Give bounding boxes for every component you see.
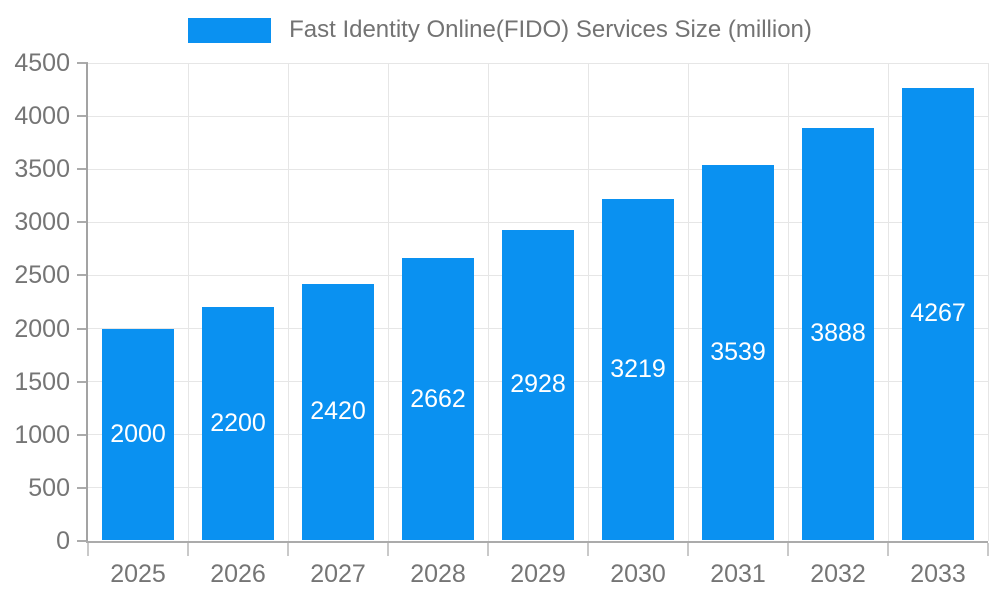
bar-value-label: 2200 [210,409,266,438]
gridline-horizontal [88,168,988,170]
bar-value-label: 2420 [310,397,366,426]
bar-2029[interactable]: 2928 [502,229,574,540]
y-axis-tick [77,433,88,436]
bar-2033[interactable]: 4267 [902,87,974,540]
x-axis-tick [787,543,789,556]
y-axis-label: 4500 [14,49,70,77]
x-axis-tick [887,543,889,556]
y-axis-label: 2000 [14,314,70,343]
gridline-horizontal [88,62,988,64]
x-axis-label: 2025 [110,560,166,588]
legend-label: Fast Identity Online(FIDO) Services Size… [289,16,812,43]
x-axis-label: 2026 [210,560,266,588]
y-axis-label: 0 [56,527,70,555]
gridline-vertical [287,63,289,541]
y-axis-tick [77,62,88,64]
y-axis-tick [77,168,88,171]
x-axis-label: 2031 [710,560,766,588]
gridline-horizontal [88,115,988,117]
y-axis-label: 1500 [14,367,70,396]
x-axis-tick [87,543,89,556]
bar-2026[interactable]: 2200 [202,307,274,540]
gridline-vertical [387,63,389,541]
bar-2028[interactable]: 2662 [402,258,474,540]
bar-value-label: 4267 [910,299,966,328]
y-axis-label: 3000 [14,208,70,237]
x-axis-tick [487,543,489,556]
x-axis-tick [387,543,389,556]
gridline-vertical [587,63,589,541]
bar-value-label: 3219 [610,355,666,384]
bar-value-label: 2928 [510,370,566,399]
y-axis-label: 4000 [14,102,70,131]
y-axis-tick [77,221,88,224]
bar-value-label: 2662 [410,384,466,413]
bar-value-label: 3539 [710,338,766,367]
x-axis-tick [687,543,689,556]
x-axis-line [86,541,988,543]
x-axis-label: 2032 [810,560,866,588]
gridline-vertical [887,63,889,541]
y-axis-label: 2500 [14,261,70,290]
y-axis-tick [77,274,88,277]
y-axis-label: 3500 [14,155,70,184]
y-axis-label: 1000 [14,420,70,449]
x-axis-label: 2033 [910,560,966,588]
bar-value-label: 3888 [810,319,866,348]
x-axis-label: 2029 [510,560,566,588]
x-axis-tick [587,543,589,556]
gridline-vertical [787,63,789,541]
legend: Fast Identity Online(FIDO) Services Size… [0,14,1000,46]
bar-2025[interactable]: 2000 [102,328,174,540]
x-axis-tick [287,543,289,556]
legend-swatch [188,17,272,43]
x-axis-label: 2028 [410,560,466,588]
bar-value-label: 2000 [110,419,166,448]
x-axis-tick [187,543,189,556]
bar-2027[interactable]: 2420 [302,283,374,540]
y-axis-tick [77,380,88,383]
gridline-vertical [987,63,989,541]
bar-2030[interactable]: 3219 [602,199,674,540]
gridline-horizontal [88,221,988,223]
bar-2031[interactable]: 3539 [702,165,774,540]
gridline-vertical [687,63,689,541]
y-axis-tick [77,115,88,118]
y-axis-label: 500 [28,473,70,502]
bar-2032[interactable]: 3888 [802,128,874,540]
gridline-vertical [487,63,489,541]
x-axis-tick [987,543,989,556]
y-axis-tick [77,327,88,330]
x-axis-label: 2027 [310,560,366,588]
x-axis-label: 2030 [610,560,666,588]
gridline-vertical [187,63,189,541]
legend-item[interactable]: Fast Identity Online(FIDO) Services Size… [188,16,812,44]
y-axis-tick [77,540,88,542]
y-axis-tick [77,486,88,489]
y-axis-line [86,63,88,543]
